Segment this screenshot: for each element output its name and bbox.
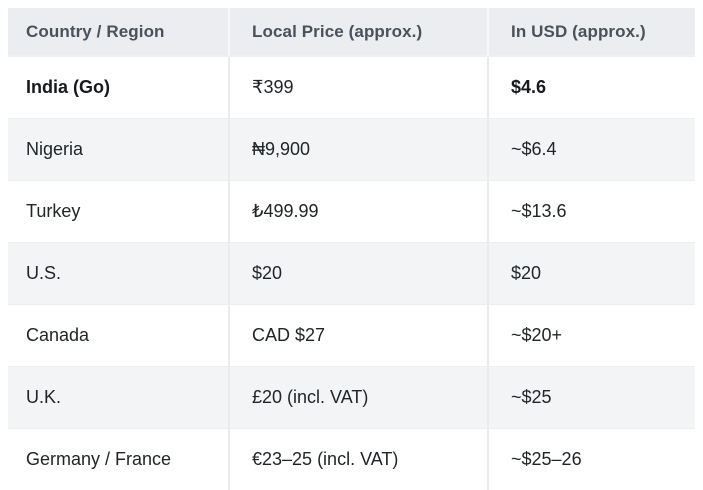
cell-usd: ~$13.6 <box>487 180 695 242</box>
table-row: Nigeria ₦9,900 ~$6.4 <box>8 118 695 180</box>
cell-country: U.S. <box>8 242 228 304</box>
table-row: India (Go) ₹399 $4.6 <box>8 57 695 118</box>
cell-usd: $4.6 <box>487 57 695 118</box>
table-body: India (Go) ₹399 $4.6 Nigeria ₦9,900 ~$6.… <box>8 57 695 490</box>
cell-usd: ~$6.4 <box>487 118 695 180</box>
cell-usd: ~$20+ <box>487 304 695 366</box>
header-cell-usd: In USD (approx.) <box>487 8 695 57</box>
header-cell-local-price: Local Price (approx.) <box>228 8 487 57</box>
cell-local-price: CAD $27 <box>228 304 487 366</box>
cell-local-price: ₺499.99 <box>228 180 487 242</box>
table-header: Country / Region Local Price (approx.) I… <box>8 8 695 57</box>
cell-country: Turkey <box>8 180 228 242</box>
cell-local-price: £20 (incl. VAT) <box>228 366 487 428</box>
cell-country: Nigeria <box>8 118 228 180</box>
cell-local-price: €23–25 (incl. VAT) <box>228 428 487 490</box>
cell-usd: ~$25 <box>487 366 695 428</box>
cell-local-price: ₹399 <box>228 57 487 118</box>
cell-country: Germany / France <box>8 428 228 490</box>
table-row: Canada CAD $27 ~$20+ <box>8 304 695 366</box>
cell-usd: $20 <box>487 242 695 304</box>
pricing-comparison-table: Country / Region Local Price (approx.) I… <box>8 8 695 490</box>
table-row: U.K. £20 (incl. VAT) ~$25 <box>8 366 695 428</box>
table-row: Turkey ₺499.99 ~$13.6 <box>8 180 695 242</box>
cell-usd: ~$25–26 <box>487 428 695 490</box>
cell-country: U.K. <box>8 366 228 428</box>
table-row: Germany / France €23–25 (incl. VAT) ~$25… <box>8 428 695 490</box>
cell-local-price: ₦9,900 <box>228 118 487 180</box>
header-row: Country / Region Local Price (approx.) I… <box>8 8 695 57</box>
header-cell-country: Country / Region <box>8 8 228 57</box>
table-row: U.S. $20 $20 <box>8 242 695 304</box>
cell-country: India (Go) <box>8 57 228 118</box>
cell-country: Canada <box>8 304 228 366</box>
cell-local-price: $20 <box>228 242 487 304</box>
